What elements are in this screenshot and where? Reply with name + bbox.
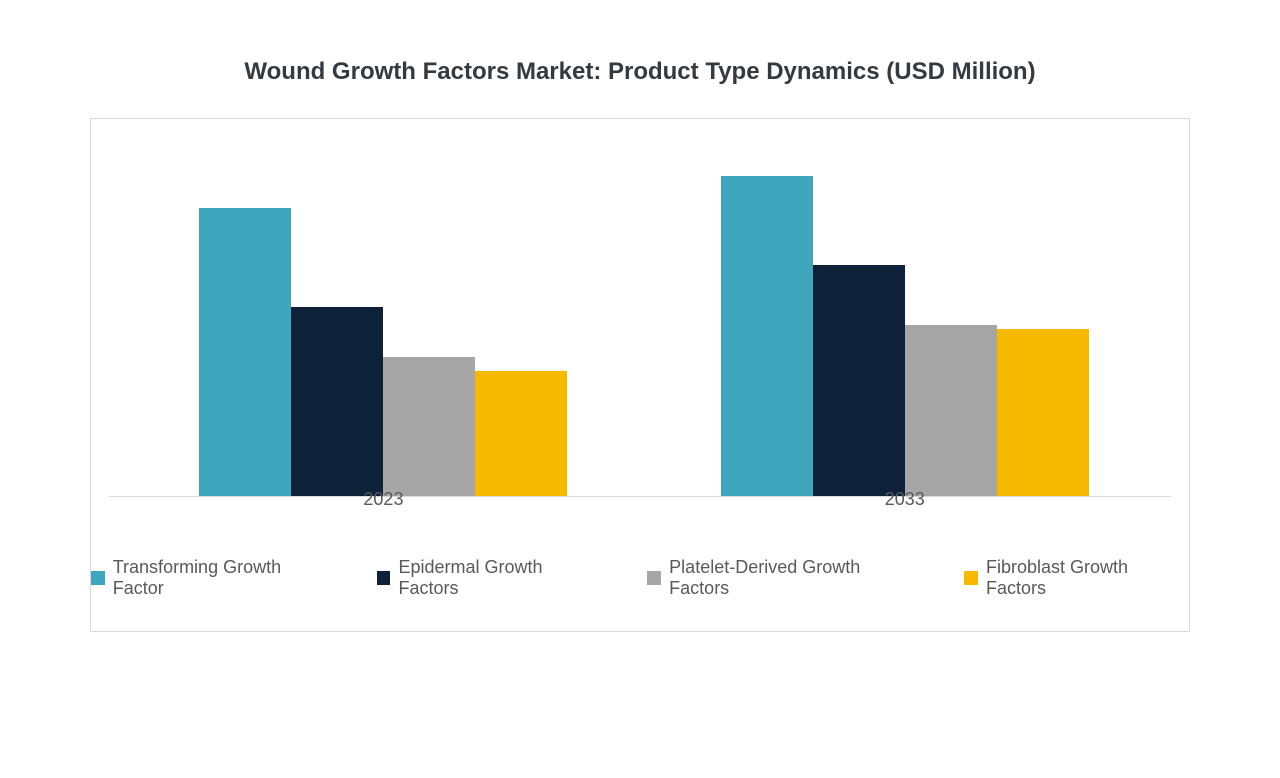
legend-label: Platelet-Derived Growth Factors [669, 557, 920, 599]
legend-item: Fibroblast Growth Factors [964, 557, 1189, 599]
legend-item: Epidermal Growth Factors [377, 557, 604, 599]
bar [475, 371, 567, 496]
x-axis-label: 2023 [199, 489, 567, 510]
bar-group [721, 176, 1089, 496]
legend: Transforming Growth Factor Epidermal Grow… [91, 557, 1189, 599]
bar [199, 208, 291, 496]
legend-label: Transforming Growth Factor [113, 557, 333, 599]
legend-swatch [91, 571, 105, 585]
bar [383, 357, 475, 496]
legend-item: Transforming Growth Factor [91, 557, 333, 599]
legend-label: Epidermal Growth Factors [398, 557, 603, 599]
bar [721, 176, 813, 496]
legend-label: Fibroblast Growth Factors [986, 557, 1189, 599]
x-axis-label: 2033 [721, 489, 1089, 510]
bar [997, 329, 1089, 496]
legend-swatch [964, 571, 978, 585]
bar [291, 307, 383, 496]
legend-swatch [647, 571, 661, 585]
chart-frame: 2023 2033 Transforming Growth Factor Epide… [90, 118, 1190, 632]
chart-title: Wound Growth Factors Market: Product Typ… [0, 58, 1280, 86]
bar-group [199, 208, 567, 496]
plot-area [109, 141, 1171, 497]
legend-swatch [377, 571, 391, 585]
bar [813, 265, 905, 496]
legend-item: Platelet-Derived Growth Factors [647, 557, 920, 599]
bar [905, 325, 997, 496]
